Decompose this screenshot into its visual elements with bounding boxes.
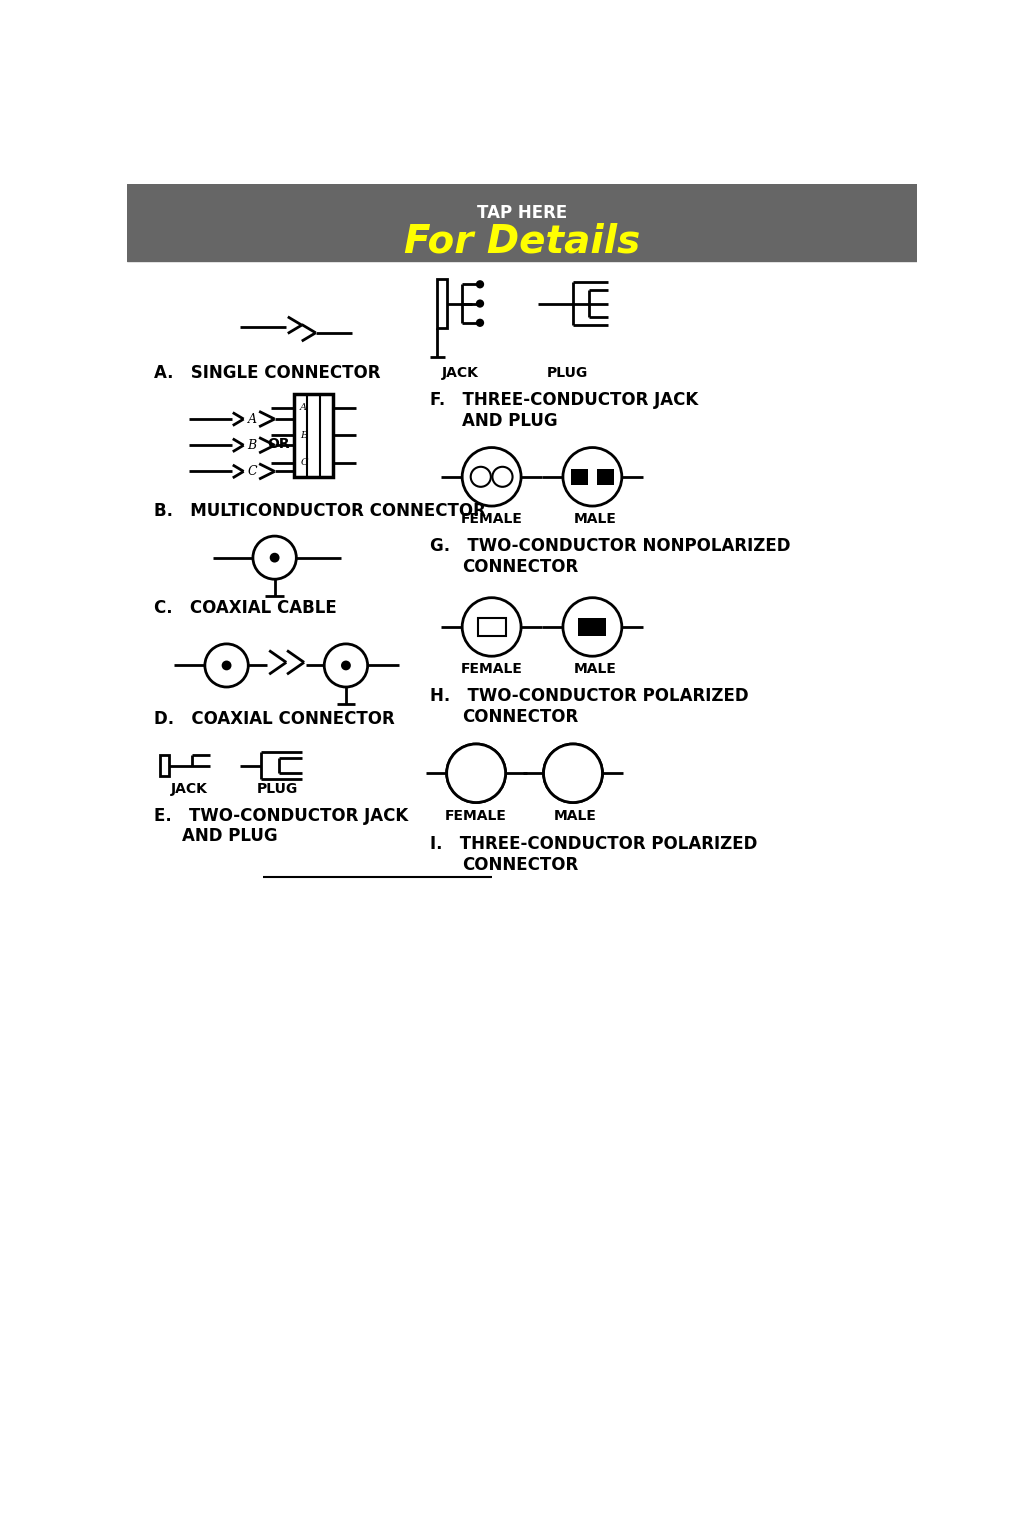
Circle shape xyxy=(324,643,368,688)
Text: A.   SINGLE CONNECTOR: A. SINGLE CONNECTOR xyxy=(155,364,381,382)
Circle shape xyxy=(463,448,521,507)
Text: I.   THREE-CONDUCTOR POLARIZED: I. THREE-CONDUCTOR POLARIZED xyxy=(430,835,757,853)
Circle shape xyxy=(446,744,505,803)
Text: MALE: MALE xyxy=(574,662,616,677)
Text: JACK: JACK xyxy=(442,365,479,379)
Text: B: B xyxy=(248,439,257,451)
Text: F.   THREE-CONDUCTOR JACK: F. THREE-CONDUCTOR JACK xyxy=(430,391,698,408)
Text: MALE: MALE xyxy=(574,513,616,527)
Text: H.   TWO-CONDUCTOR POLARIZED: H. TWO-CONDUCTOR POLARIZED xyxy=(430,688,748,705)
Text: For Details: For Details xyxy=(404,223,640,261)
Text: AND PLUG: AND PLUG xyxy=(181,827,277,846)
Text: TAP HERE: TAP HERE xyxy=(477,204,567,223)
Bar xyxy=(478,617,505,635)
Text: FEMALE: FEMALE xyxy=(461,662,523,677)
Bar xyxy=(127,184,917,261)
Text: G.   TWO-CONDUCTOR NONPOLARIZED: G. TWO-CONDUCTOR NONPOLARIZED xyxy=(430,537,790,556)
Text: CONNECTOR: CONNECTOR xyxy=(463,708,579,726)
Text: A: A xyxy=(301,404,307,411)
Circle shape xyxy=(562,597,622,655)
Wedge shape xyxy=(545,744,593,774)
Text: JACK: JACK xyxy=(171,781,208,795)
Circle shape xyxy=(477,281,483,287)
Bar xyxy=(294,393,333,477)
Bar xyxy=(579,617,606,635)
Text: C: C xyxy=(301,459,308,468)
Text: B: B xyxy=(301,431,308,439)
Circle shape xyxy=(471,467,491,487)
Text: D.   COAXIAL CONNECTOR: D. COAXIAL CONNECTOR xyxy=(155,711,395,728)
Text: FEMALE: FEMALE xyxy=(461,513,523,527)
Bar xyxy=(597,470,614,485)
Text: E.   TWO-CONDUCTOR JACK: E. TWO-CONDUCTOR JACK xyxy=(155,806,409,824)
Circle shape xyxy=(477,301,483,307)
Text: CONNECTOR: CONNECTOR xyxy=(463,857,579,873)
Text: C: C xyxy=(248,465,257,477)
Text: FEMALE: FEMALE xyxy=(445,809,507,823)
Circle shape xyxy=(342,662,350,669)
Text: OR: OR xyxy=(267,437,289,451)
Circle shape xyxy=(477,319,483,325)
Circle shape xyxy=(492,467,513,487)
Circle shape xyxy=(446,744,505,803)
Circle shape xyxy=(463,597,521,655)
Circle shape xyxy=(543,744,602,803)
Bar xyxy=(437,279,446,328)
Text: B.   MULTICONDUCTOR CONNECTOR: B. MULTICONDUCTOR CONNECTOR xyxy=(155,502,486,520)
Text: MALE: MALE xyxy=(554,809,597,823)
Circle shape xyxy=(205,643,249,688)
Text: C.   COAXIAL CABLE: C. COAXIAL CABLE xyxy=(155,599,337,617)
Text: PLUG: PLUG xyxy=(257,781,298,795)
Text: PLUG: PLUG xyxy=(547,365,588,379)
Circle shape xyxy=(253,536,297,579)
Text: A: A xyxy=(248,413,257,425)
Text: CONNECTOR: CONNECTOR xyxy=(463,557,579,576)
Circle shape xyxy=(543,744,602,803)
Bar xyxy=(160,755,169,777)
Circle shape xyxy=(223,662,230,669)
Circle shape xyxy=(271,554,278,562)
Bar xyxy=(571,470,588,485)
Text: AND PLUG: AND PLUG xyxy=(463,411,557,430)
Circle shape xyxy=(562,448,622,507)
